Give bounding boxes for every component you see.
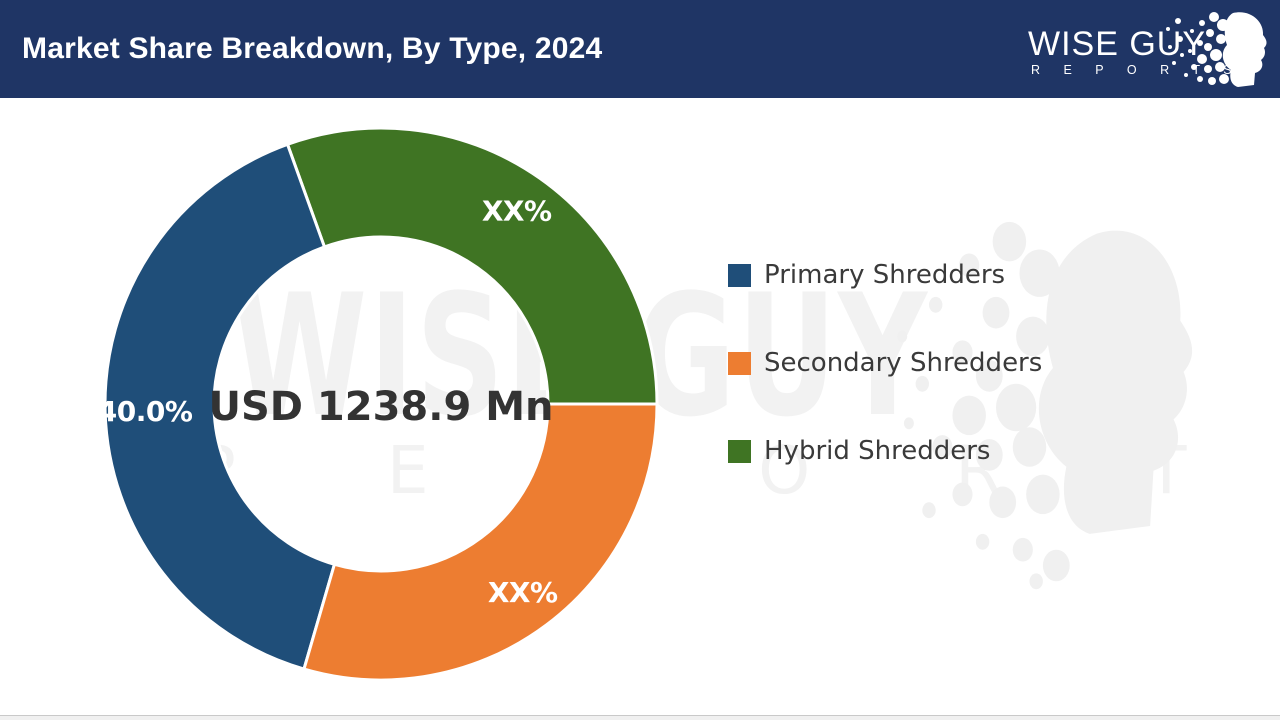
legend-item-secondary-shredders: Secondary Shredders <box>728 348 1042 378</box>
center-value: USD 1238.9 Mn <box>209 384 554 430</box>
wise-guy-logo: WISE GUY R E P O R T S <box>1028 12 1267 87</box>
page-title: Market Share Breakdown, By Type, 2024 <box>22 32 603 65</box>
legend-swatch-secondary <box>728 351 751 375</box>
legend-label-secondary: Secondary Shredders <box>764 348 1043 378</box>
legend-swatch-hybrid <box>728 439 751 463</box>
segment-label-hybrid-shredders: XX% <box>482 194 552 227</box>
face-watermark-icon <box>897 221 1193 590</box>
logo-face-icon <box>1166 12 1267 87</box>
legend-label-hybrid: Hybrid Shredders <box>764 436 991 466</box>
segment-label-secondary-shredders: XX% <box>488 576 558 609</box>
footer-divider <box>0 715 1280 720</box>
legend-item-hybrid-shredders: Hybrid Shredders <box>728 436 1042 466</box>
donut-segment-hybrid-shredders <box>286 126 659 406</box>
logo-reports-text: R E P O R T S <box>1031 63 1242 77</box>
legend: Primary Shredders Secondary Shredders Hy… <box>728 260 1042 524</box>
legend-item-primary-shredders: Primary Shredders <box>728 260 1042 290</box>
header: Market Share Breakdown, By Type, 2024 WI… <box>0 0 1280 98</box>
donut-chart: USD 1238.9 Mn XX% 40.0% XX% <box>98 126 659 682</box>
donut-segment-primary-shredders <box>103 142 336 671</box>
logo-wordmark-text: WISE GUY <box>1028 25 1206 63</box>
segment-label-primary-shredders: 40.0% <box>98 395 193 428</box>
donut-segment-secondary-shredders <box>302 402 659 682</box>
legend-label-primary: Primary Shredders <box>764 260 1006 290</box>
legend-swatch-primary <box>728 263 751 287</box>
